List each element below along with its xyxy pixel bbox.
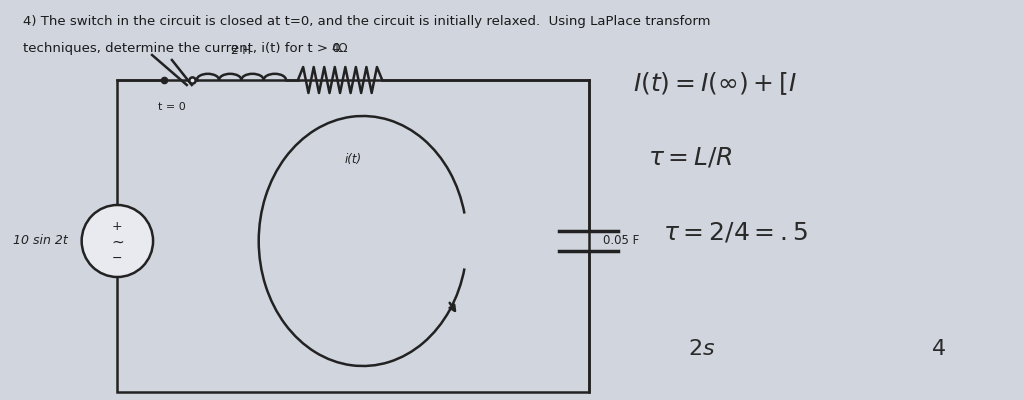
- Circle shape: [82, 205, 153, 277]
- Text: i(t): i(t): [344, 153, 361, 166]
- Text: $I(t) = I(\infty)+[I$: $I(t) = I(\infty)+[I$: [633, 70, 798, 97]
- Text: $2s$: $2s$: [688, 338, 715, 360]
- Text: t = 0: t = 0: [158, 102, 185, 112]
- Text: +: +: [112, 220, 123, 234]
- Text: 2 H: 2 H: [231, 44, 251, 57]
- Text: $\tau= L/R$: $\tau= L/R$: [648, 145, 732, 169]
- Bar: [118, 80, 589, 392]
- Text: $4$: $4$: [931, 338, 945, 360]
- Text: 10 sin 2t: 10 sin 2t: [13, 234, 68, 248]
- Text: ~: ~: [111, 234, 124, 250]
- Text: 4Ω: 4Ω: [332, 42, 348, 55]
- Text: 0.05 F: 0.05 F: [603, 234, 640, 248]
- Text: −: −: [112, 252, 123, 264]
- Text: $\tau= 2/4 = .5$: $\tau= 2/4 = .5$: [663, 220, 808, 244]
- Text: techniques, determine the current, i(t) for t > 0.: techniques, determine the current, i(t) …: [24, 42, 345, 55]
- Text: 4) The switch in the circuit is closed at t=0, and the circuit is initially rela: 4) The switch in the circuit is closed a…: [24, 15, 711, 28]
